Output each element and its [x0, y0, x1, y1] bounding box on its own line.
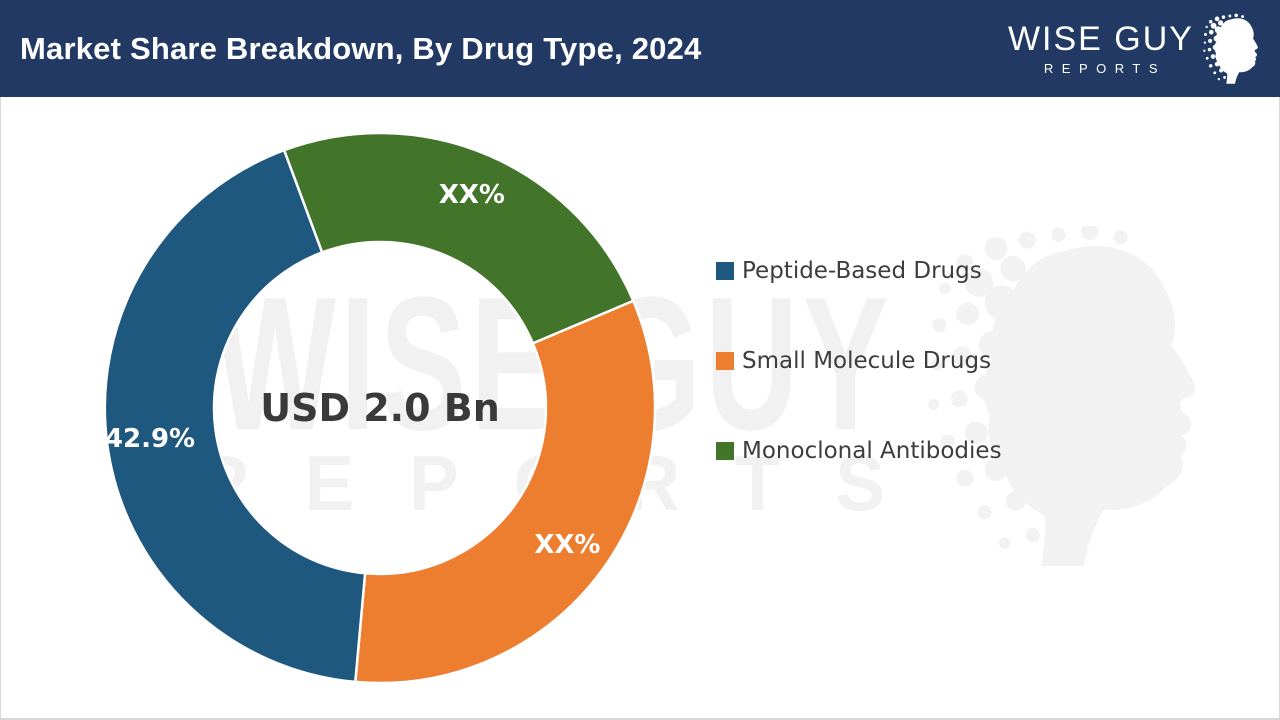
donut-center-value: USD 2.0 Bn	[260, 386, 500, 430]
legend-swatch-monoclonal-antibodies	[716, 442, 734, 460]
slice-monoclonal-antibodies	[282, 131, 635, 345]
slice-label-monoclonal-antibodies: XX%	[439, 180, 505, 210]
slice-small-molecule-drugs	[354, 299, 657, 685]
legend: Peptide-Based Drugs Small Molecule Drugs M…	[716, 258, 1002, 529]
slice-label-small-molecule-drugs: XX%	[534, 530, 600, 560]
legend-label-peptide-based-drugs: Peptide-Based Drugs	[742, 258, 982, 284]
brand-logo: WISE GUY REPORTS	[1008, 12, 1260, 86]
logo-wordmark: WISE GUY REPORTS	[1008, 22, 1194, 76]
logo-face-icon	[1203, 13, 1258, 84]
legend-item-monoclonal-antibodies: Monoclonal Antibodies	[716, 438, 1002, 464]
logo-line2: REPORTS	[1043, 60, 1167, 76]
logo-line1: WISE GUY	[1007, 19, 1194, 58]
legend-swatch-peptide-based-drugs	[716, 262, 734, 280]
legend-item-small-molecule-drugs: Small Molecule Drugs	[716, 348, 1002, 374]
header-bar: Market Share Breakdown, By Drug Type, 20…	[0, 0, 1280, 97]
legend-swatch-small-molecule-drugs	[716, 352, 734, 370]
legend-label-small-molecule-drugs: Small Molecule Drugs	[742, 348, 992, 374]
legend-label-monoclonal-antibodies: Monoclonal Antibodies	[742, 438, 1002, 464]
legend-item-peptide-based-drugs: Peptide-Based Drugs	[716, 258, 1002, 284]
slice-peptide-based-drugs	[103, 148, 367, 684]
page-title: Market Share Breakdown, By Drug Type, 20…	[20, 30, 702, 66]
slice-label-peptide-based-drugs: 42.9%	[105, 424, 195, 454]
